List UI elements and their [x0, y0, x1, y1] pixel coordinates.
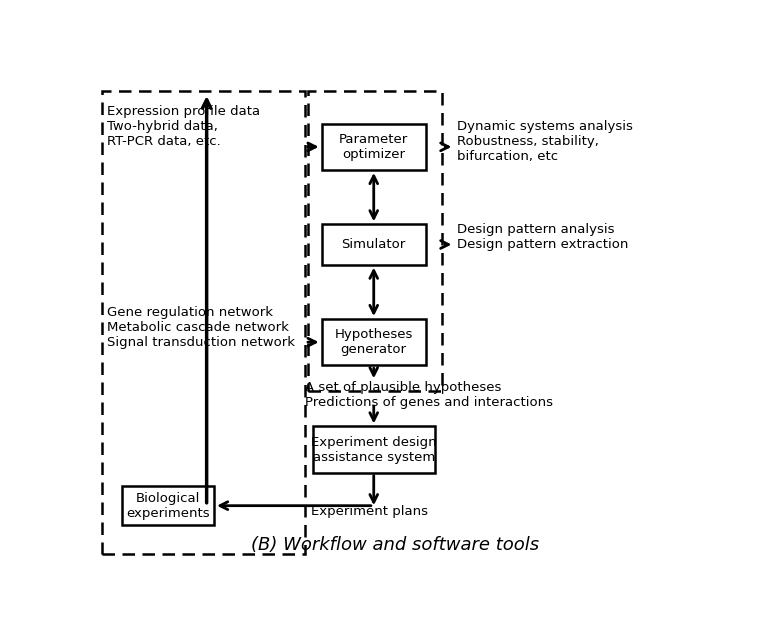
- Text: Dynamic systems analysis
Robustness, stability,
bifurcation, etc: Dynamic systems analysis Robustness, sta…: [457, 120, 633, 163]
- Text: Hypotheses
generator: Hypotheses generator: [334, 328, 413, 356]
- Text: Parameter
optimizer: Parameter optimizer: [339, 133, 408, 161]
- Text: Simulator: Simulator: [342, 238, 406, 251]
- Bar: [308, 91, 442, 391]
- Bar: [102, 91, 305, 555]
- Bar: [122, 486, 214, 525]
- Text: (B) Workflow and software tools: (B) Workflow and software tools: [250, 536, 539, 553]
- Bar: [322, 224, 426, 265]
- Text: Expression profile data
Two-hybrid data,
RT-PCR data, etc.: Expression profile data Two-hybrid data,…: [107, 105, 260, 148]
- Bar: [313, 426, 435, 473]
- Bar: [322, 319, 426, 365]
- Text: A set of plausible hypotheses
Predictions of genes and interactions: A set of plausible hypotheses Prediction…: [305, 381, 553, 409]
- Text: Gene regulation network
Metabolic cascade network
Signal transduction network: Gene regulation network Metabolic cascad…: [107, 306, 295, 349]
- Text: Experiment plans: Experiment plans: [311, 505, 428, 518]
- Bar: [322, 124, 426, 170]
- Text: Biological
experiments: Biological experiments: [126, 492, 209, 520]
- Text: Design pattern analysis
Design pattern extraction: Design pattern analysis Design pattern e…: [457, 223, 628, 250]
- Text: Experiment design
assistance system: Experiment design assistance system: [311, 436, 437, 463]
